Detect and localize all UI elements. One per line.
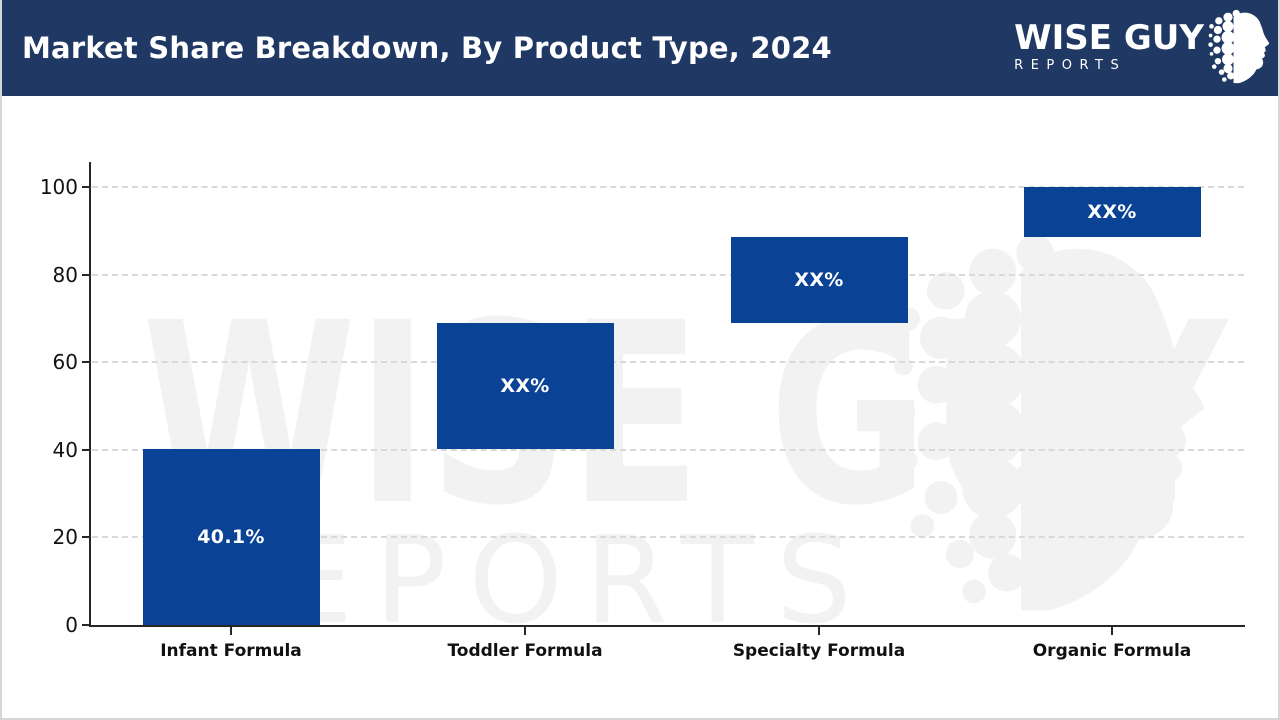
logo-wordmark: WISE GUY — [1014, 18, 1204, 58]
y-tick-mark — [82, 273, 89, 276]
bar-value-label: XX% — [794, 269, 844, 292]
gridline — [92, 361, 1244, 364]
gridline — [92, 273, 1244, 276]
x-tick-mark — [1111, 627, 1113, 635]
gridline — [92, 536, 1244, 539]
y-tick-mark — [82, 361, 89, 364]
y-axis-tick-label: 0 — [65, 613, 78, 637]
wise-guy-logo: WISE GUY REPORTS — [1014, 8, 1272, 85]
bar-segment: XX% — [1023, 187, 1201, 238]
x-axis-category-label: Specialty Formula — [732, 641, 906, 661]
y-axis-tick-label: 40 — [52, 437, 78, 462]
x-axis-category-label: Organic Formula — [1032, 641, 1192, 661]
page-title: Market Share Breakdown, By Product Type,… — [22, 31, 832, 65]
y-axis-tick-label: 80 — [52, 262, 78, 287]
y-tick-mark — [82, 624, 89, 626]
y-tick-mark — [82, 186, 89, 188]
y-tick-mark — [82, 448, 89, 451]
y-axis-tick-label: 20 — [52, 525, 78, 550]
logo-subtitle: REPORTS — [1014, 58, 1127, 73]
watermark: WISE GUY REPORTS — [142, 234, 1229, 651]
y-axis-spine — [89, 162, 91, 627]
bar-value-label: XX% — [500, 375, 550, 398]
gridline — [92, 448, 1244, 451]
x-tick-mark — [230, 627, 232, 635]
bar-value-label: 40.1% — [197, 526, 265, 549]
bar-value-label: XX% — [1087, 201, 1137, 224]
y-axis-tick-label: 60 — [52, 350, 78, 375]
x-axis-category-label: Infant Formula — [160, 641, 302, 661]
chart-area: WISE GUY REPORTS 0 20 40 60 80 100 40.1% Infant… — [2, 96, 1278, 718]
logo-text: WISE GUY REPORTS — [1014, 20, 1204, 73]
bar-segment: XX% — [436, 322, 614, 450]
x-axis-category-label: Toddler Formula — [447, 641, 603, 661]
x-tick-mark — [818, 627, 820, 635]
bar-segment: 40.1% — [142, 449, 320, 625]
bar-segment: XX% — [730, 237, 908, 323]
y-axis-tick-label: 100 — [39, 175, 78, 199]
logo-head-icon — [1208, 9, 1270, 84]
x-tick-mark — [524, 627, 526, 635]
y-tick-mark — [82, 536, 89, 539]
x-axis-spine — [89, 625, 1245, 627]
gridline — [92, 186, 1244, 188]
header-bar: Market Share Breakdown, By Product Type,… — [2, 0, 1278, 96]
